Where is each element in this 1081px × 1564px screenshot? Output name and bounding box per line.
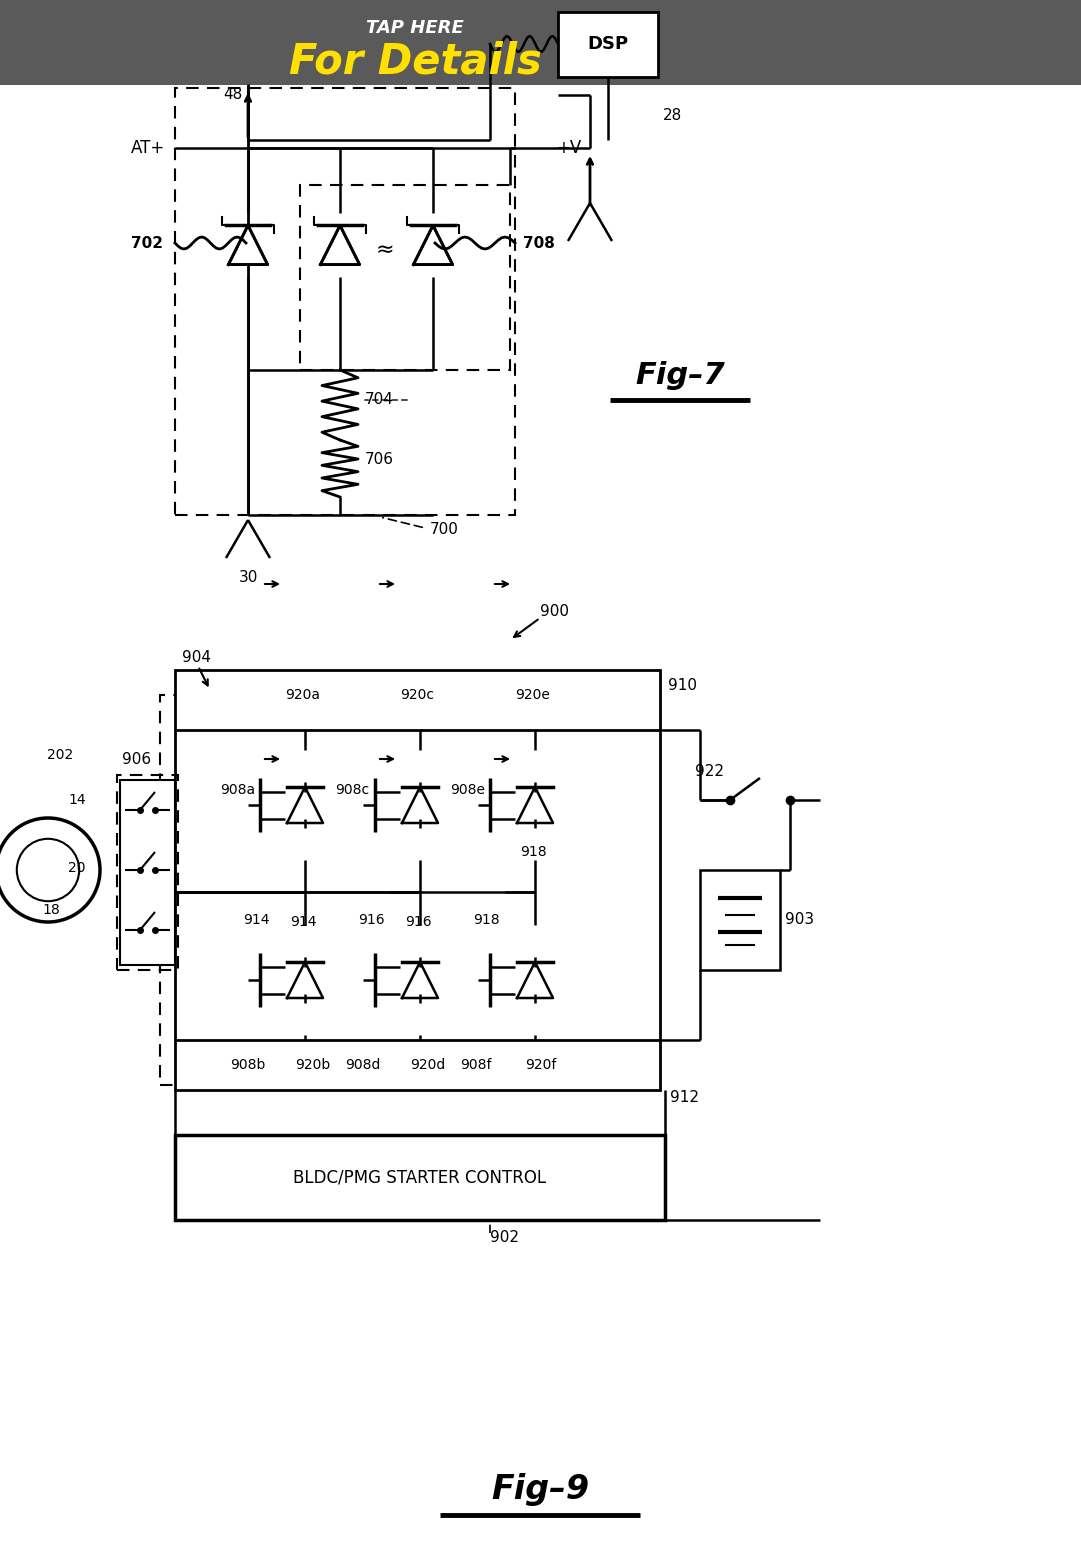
Bar	[160, 694, 655, 1085]
Text: +V: +V	[557, 139, 582, 156]
Text: 920a: 920a	[285, 688, 320, 702]
Text: AT+: AT+	[131, 139, 165, 156]
Text: 922: 922	[695, 765, 724, 779]
Text: 704: 704	[365, 393, 393, 408]
Bar	[117, 776, 178, 970]
Text: 918: 918	[473, 913, 501, 927]
Text: 912: 912	[670, 1090, 699, 1106]
Text: 202: 202	[46, 748, 74, 762]
Text: 914: 914	[290, 915, 317, 929]
Polygon shape	[286, 962, 323, 998]
Text: 708: 708	[523, 236, 555, 250]
Text: 920f: 920f	[525, 1057, 557, 1071]
Text: TAP HERE: TAP HERE	[366, 19, 464, 38]
Text: 908f: 908f	[461, 1057, 492, 1071]
Text: 910: 910	[668, 677, 697, 693]
Polygon shape	[517, 787, 553, 823]
Text: DSP: DSP	[587, 34, 628, 53]
Text: 906: 906	[122, 752, 151, 768]
Text: 908b: 908b	[230, 1057, 265, 1071]
Bar	[175, 669, 660, 1090]
Text: 900: 900	[540, 605, 569, 619]
Text: 920c: 920c	[400, 688, 433, 702]
Text: 28: 28	[663, 108, 682, 122]
Text: Fig–9: Fig–9	[491, 1473, 589, 1506]
Text: ≈: ≈	[376, 239, 395, 260]
Bar	[175, 88, 515, 515]
Polygon shape	[402, 962, 438, 998]
Text: 908d: 908d	[345, 1057, 381, 1071]
Text: 918: 918	[520, 845, 547, 859]
Text: 904: 904	[182, 651, 211, 666]
Text: 916: 916	[405, 915, 431, 929]
Polygon shape	[413, 225, 453, 264]
Polygon shape	[517, 962, 553, 998]
Bar	[700, 870, 780, 970]
Polygon shape	[320, 225, 360, 264]
Text: 916: 916	[359, 913, 385, 927]
Text: 14: 14	[68, 793, 85, 807]
Text: 48: 48	[223, 88, 242, 102]
Text: 908c: 908c	[335, 784, 369, 798]
Text: For Details: For Details	[289, 41, 542, 83]
Text: 702: 702	[131, 236, 163, 250]
Text: 18: 18	[42, 902, 59, 917]
Text: 920b: 920b	[295, 1057, 331, 1071]
Text: 908a: 908a	[221, 784, 255, 798]
Text: 30: 30	[238, 569, 257, 585]
Polygon shape	[402, 787, 438, 823]
Polygon shape	[228, 225, 268, 264]
Bar	[120, 780, 175, 965]
Text: 908e: 908e	[450, 784, 485, 798]
Text: 20: 20	[68, 862, 85, 874]
Bar	[558, 13, 658, 77]
Text: 920d: 920d	[410, 1057, 445, 1071]
Text: 902: 902	[490, 1229, 519, 1245]
Text: Fig–7: Fig–7	[636, 360, 725, 389]
Polygon shape	[286, 787, 323, 823]
Text: 700: 700	[430, 522, 458, 538]
Bar	[0, 0, 1081, 84]
Text: BLDC/PMG STARTER CONTROL: BLDC/PMG STARTER CONTROL	[293, 1168, 547, 1186]
Text: 706: 706	[365, 452, 393, 468]
Text: 914: 914	[243, 913, 270, 927]
Text: 903: 903	[785, 912, 814, 927]
Text: 920e: 920e	[515, 688, 550, 702]
Bar	[301, 185, 510, 371]
Bar	[175, 1135, 665, 1220]
